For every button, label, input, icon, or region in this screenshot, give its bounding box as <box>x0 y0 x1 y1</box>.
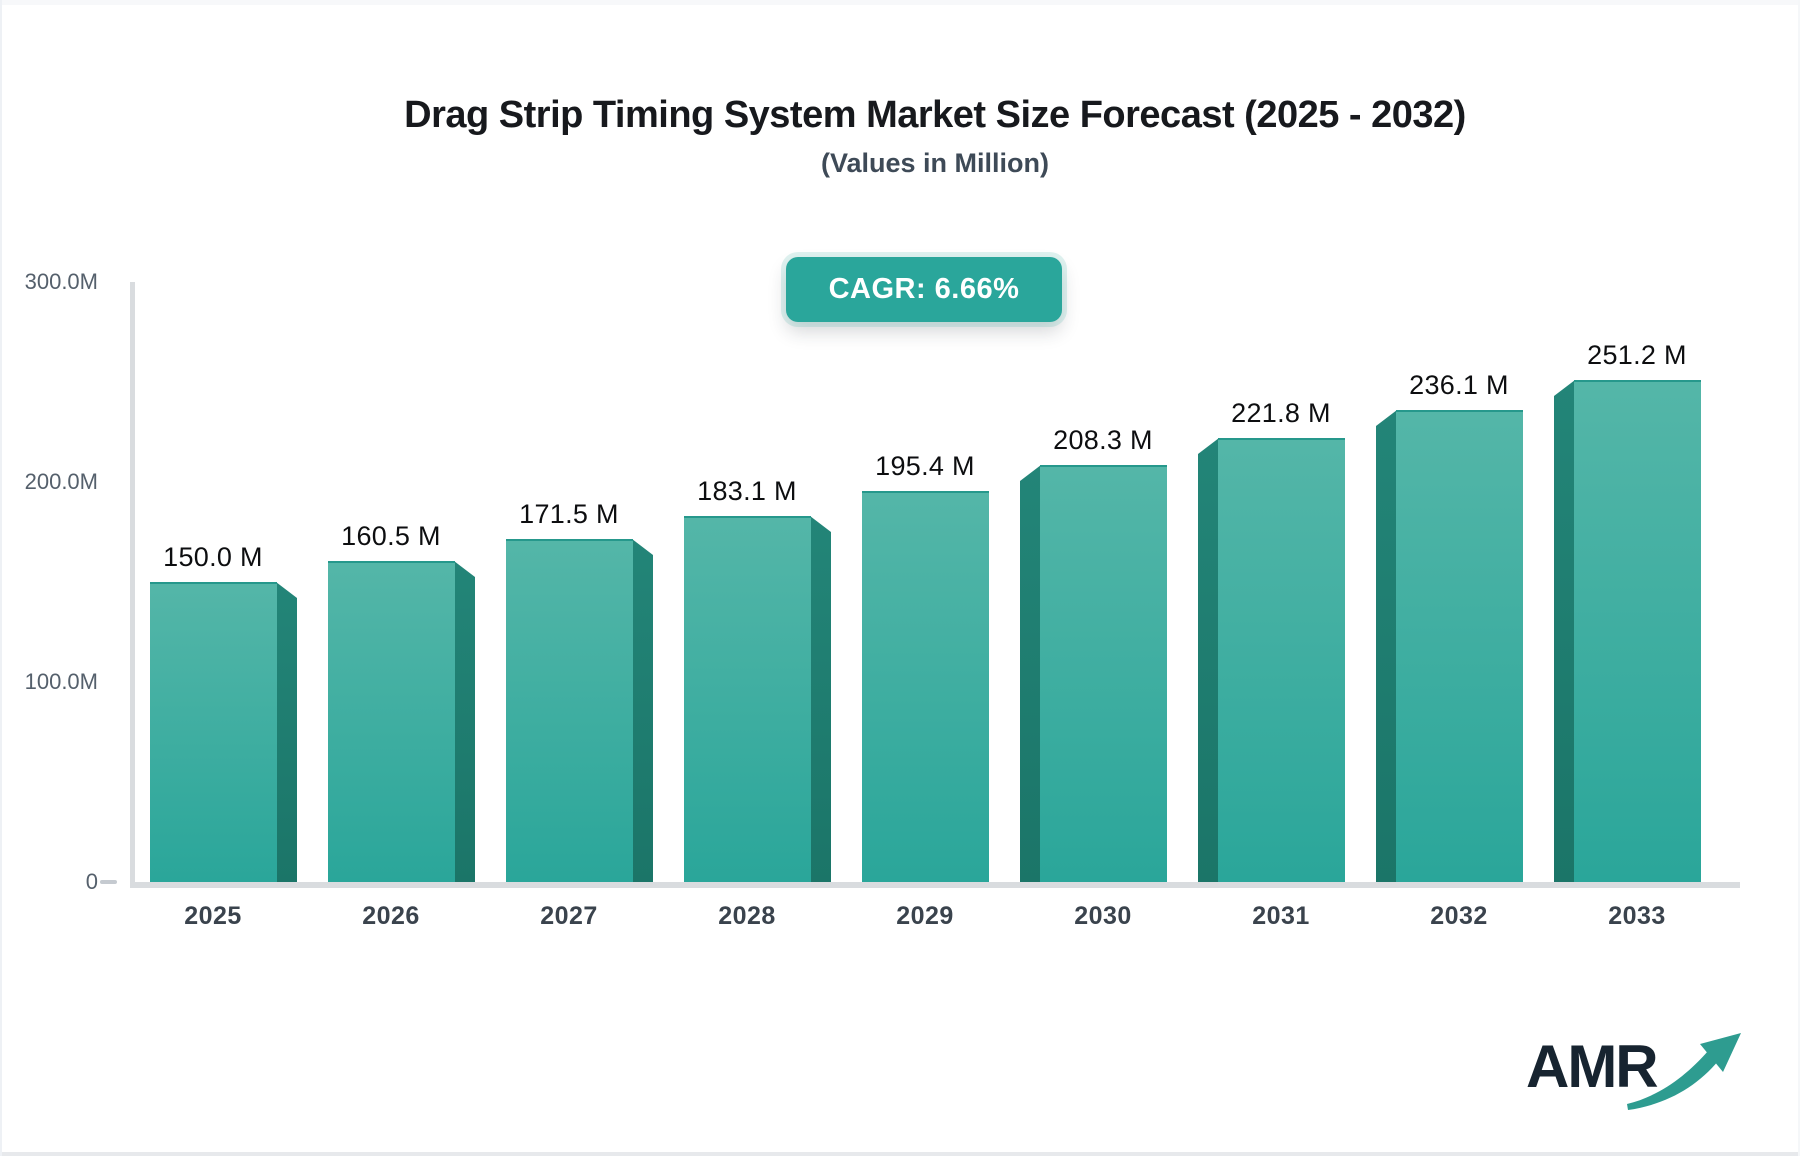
x-tick-label-2026: 2026 <box>362 902 420 930</box>
bar-value-label: 171.5 M <box>519 499 619 529</box>
bar-value-label: 183.1 M <box>697 476 797 506</box>
x-tick-label-2033: 2033 <box>1608 902 1666 930</box>
bar-2029[interactable] <box>862 491 989 882</box>
y-tick-label: 300.0M <box>24 269 98 294</box>
x-tick-label-2025: 2025 <box>184 902 242 930</box>
page-frame-top <box>0 0 1800 5</box>
chart-title: Drag Strip Timing System Market Size For… <box>404 94 1466 136</box>
x-tick-label-2030: 2030 <box>1074 902 1132 930</box>
page-frame-right <box>1798 0 1800 1156</box>
x-tick-label-2029: 2029 <box>896 902 954 930</box>
bar-side-face <box>1020 465 1041 882</box>
bar-2033[interactable] <box>1574 380 1701 882</box>
bar-value-label: 195.4 M <box>875 451 975 481</box>
bar-side-face <box>810 516 831 882</box>
amr-logo-text: AMR <box>1526 1033 1659 1100</box>
x-tick-label-2031: 2031 <box>1252 902 1310 930</box>
y-tick-label: 100.0M <box>24 669 98 694</box>
bar-2028[interactable] <box>684 516 811 882</box>
bar-2026[interactable] <box>328 561 455 882</box>
bar-value-label: 150.0 M <box>163 542 263 572</box>
bar-2031[interactable] <box>1218 438 1345 882</box>
bar-2025[interactable] <box>150 582 277 882</box>
bar-side-face <box>632 539 653 882</box>
bar-side-face <box>454 561 475 882</box>
bar-value-label: 208.3 M <box>1053 425 1153 455</box>
cagr-badge: CAGR: 6.66% <box>786 257 1062 322</box>
bar-2032[interactable] <box>1396 410 1523 882</box>
bar-side-face <box>1376 410 1397 882</box>
bar-value-label: 221.8 M <box>1231 398 1331 428</box>
x-axis-line <box>130 882 1740 888</box>
bar-2030[interactable] <box>1040 465 1167 882</box>
x-tick-label-2032: 2032 <box>1430 902 1488 930</box>
x-tick-label-2027: 2027 <box>540 902 598 930</box>
bar-side-face <box>1554 380 1575 882</box>
y-axis-line <box>130 282 135 888</box>
bar-2027[interactable] <box>506 539 633 882</box>
y-tick-label: 0 <box>85 869 98 894</box>
bar-side-face <box>1198 438 1219 882</box>
page-frame-bottom <box>0 1152 1800 1156</box>
growth-arrow-icon <box>1627 1033 1741 1110</box>
chart-subtitle: (Values in Million) <box>820 148 1050 178</box>
amr-logo: AMR <box>1526 1026 1741 1126</box>
x-tick-label-2028: 2028 <box>718 902 776 930</box>
y-tick-label: 200.0M <box>24 469 98 494</box>
bar-side-face <box>276 582 297 882</box>
page-frame-left <box>0 0 2 1156</box>
bar-value-label: 236.1 M <box>1409 370 1509 400</box>
bar-value-label: 160.5 M <box>341 521 441 551</box>
bar-value-label: 251.2 M <box>1587 340 1687 370</box>
zero-tick-mark <box>100 880 117 884</box>
